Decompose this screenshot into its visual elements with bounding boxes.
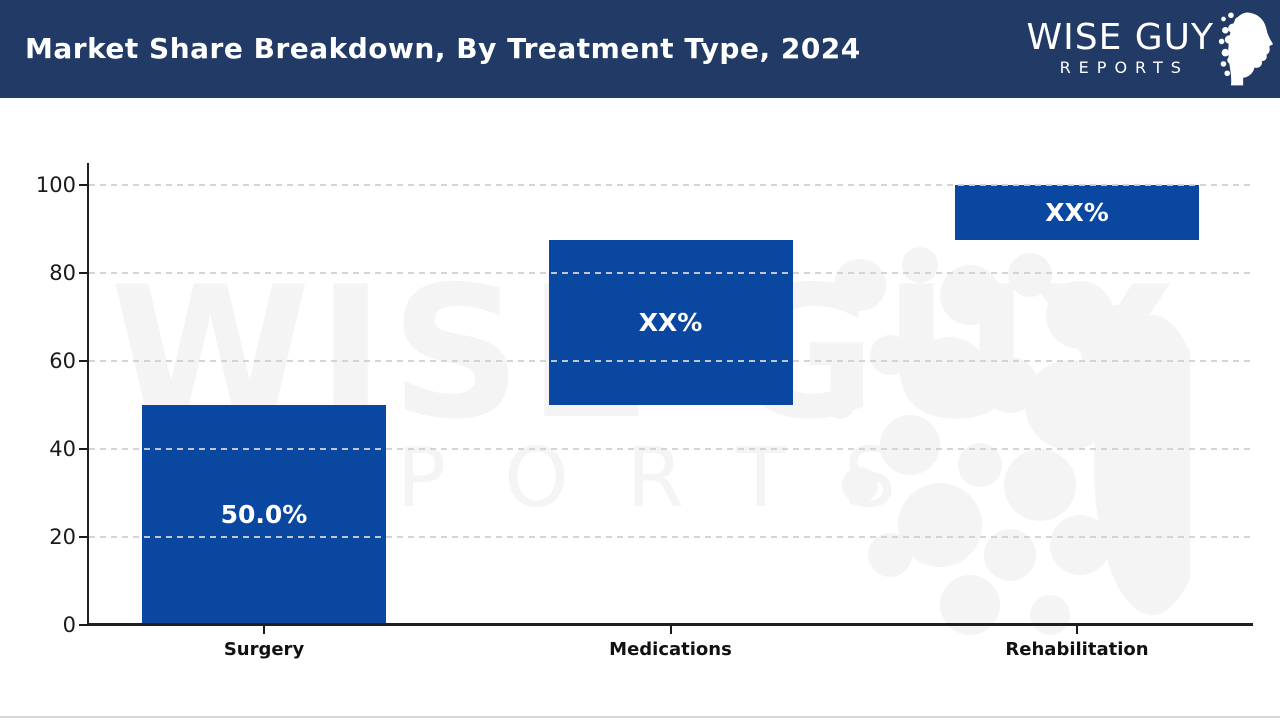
- gridline-20: [89, 536, 1253, 538]
- y-axis-spine: [87, 163, 89, 625]
- x-tick-rehabilitation: [1076, 625, 1078, 634]
- bottom-divider: [0, 716, 1280, 718]
- gridline-100: [89, 184, 1253, 186]
- y-tick-label-80: 80: [49, 261, 76, 285]
- brand-head-icon: [1218, 12, 1274, 86]
- y-tick-80: [79, 272, 89, 274]
- y-tick-label-100: 100: [35, 173, 76, 197]
- y-tick-100: [79, 184, 89, 186]
- brand-logo-line2: REPORTS: [1059, 57, 1189, 77]
- x-tick-label-surgery: Surgery: [223, 639, 305, 660]
- bar-medications: [548, 240, 793, 405]
- y-tick-label-20: 20: [49, 525, 76, 549]
- y-tick-40: [79, 448, 89, 450]
- gridline-80: [89, 272, 1253, 274]
- brand-logo: WISE GUY REPORTS: [1027, 7, 1275, 89]
- brand-logo-text: WISE GUY REPORTS: [1027, 19, 1215, 77]
- y-tick-label-40: 40: [49, 437, 76, 461]
- y-tick-label-0: 0: [62, 613, 76, 637]
- brand-logo-line1: WISE GUY: [1026, 17, 1214, 59]
- y-tick-60: [79, 360, 89, 362]
- page-title: Market Share Breakdown, By Treatment Typ…: [25, 32, 861, 65]
- x-tick-surgery: [263, 625, 265, 634]
- y-tick-20: [79, 536, 89, 538]
- y-tick-label-60: 60: [49, 349, 76, 373]
- gridline-40: [89, 448, 1253, 450]
- bar-value-label: XX%: [1045, 197, 1109, 227]
- x-axis-spine: [87, 623, 1253, 626]
- x-tick-label-medications: Medications: [609, 639, 732, 660]
- x-tick-label-rehabilitation: Rehabilitation: [1005, 639, 1149, 660]
- x-tick-medications: [669, 625, 672, 634]
- bar-value-label: 50.0%: [220, 500, 308, 529]
- gridline-60: [89, 360, 1253, 362]
- bar-value-label: XX%: [638, 307, 703, 337]
- y-tick-0: [79, 624, 89, 626]
- bar-surgery: [142, 405, 386, 625]
- header: Market Share Breakdown, By Treatment Typ…: [0, 0, 1280, 98]
- bar-rehabilitation: [955, 185, 1199, 240]
- watermark-head-icon: [826, 247, 1190, 635]
